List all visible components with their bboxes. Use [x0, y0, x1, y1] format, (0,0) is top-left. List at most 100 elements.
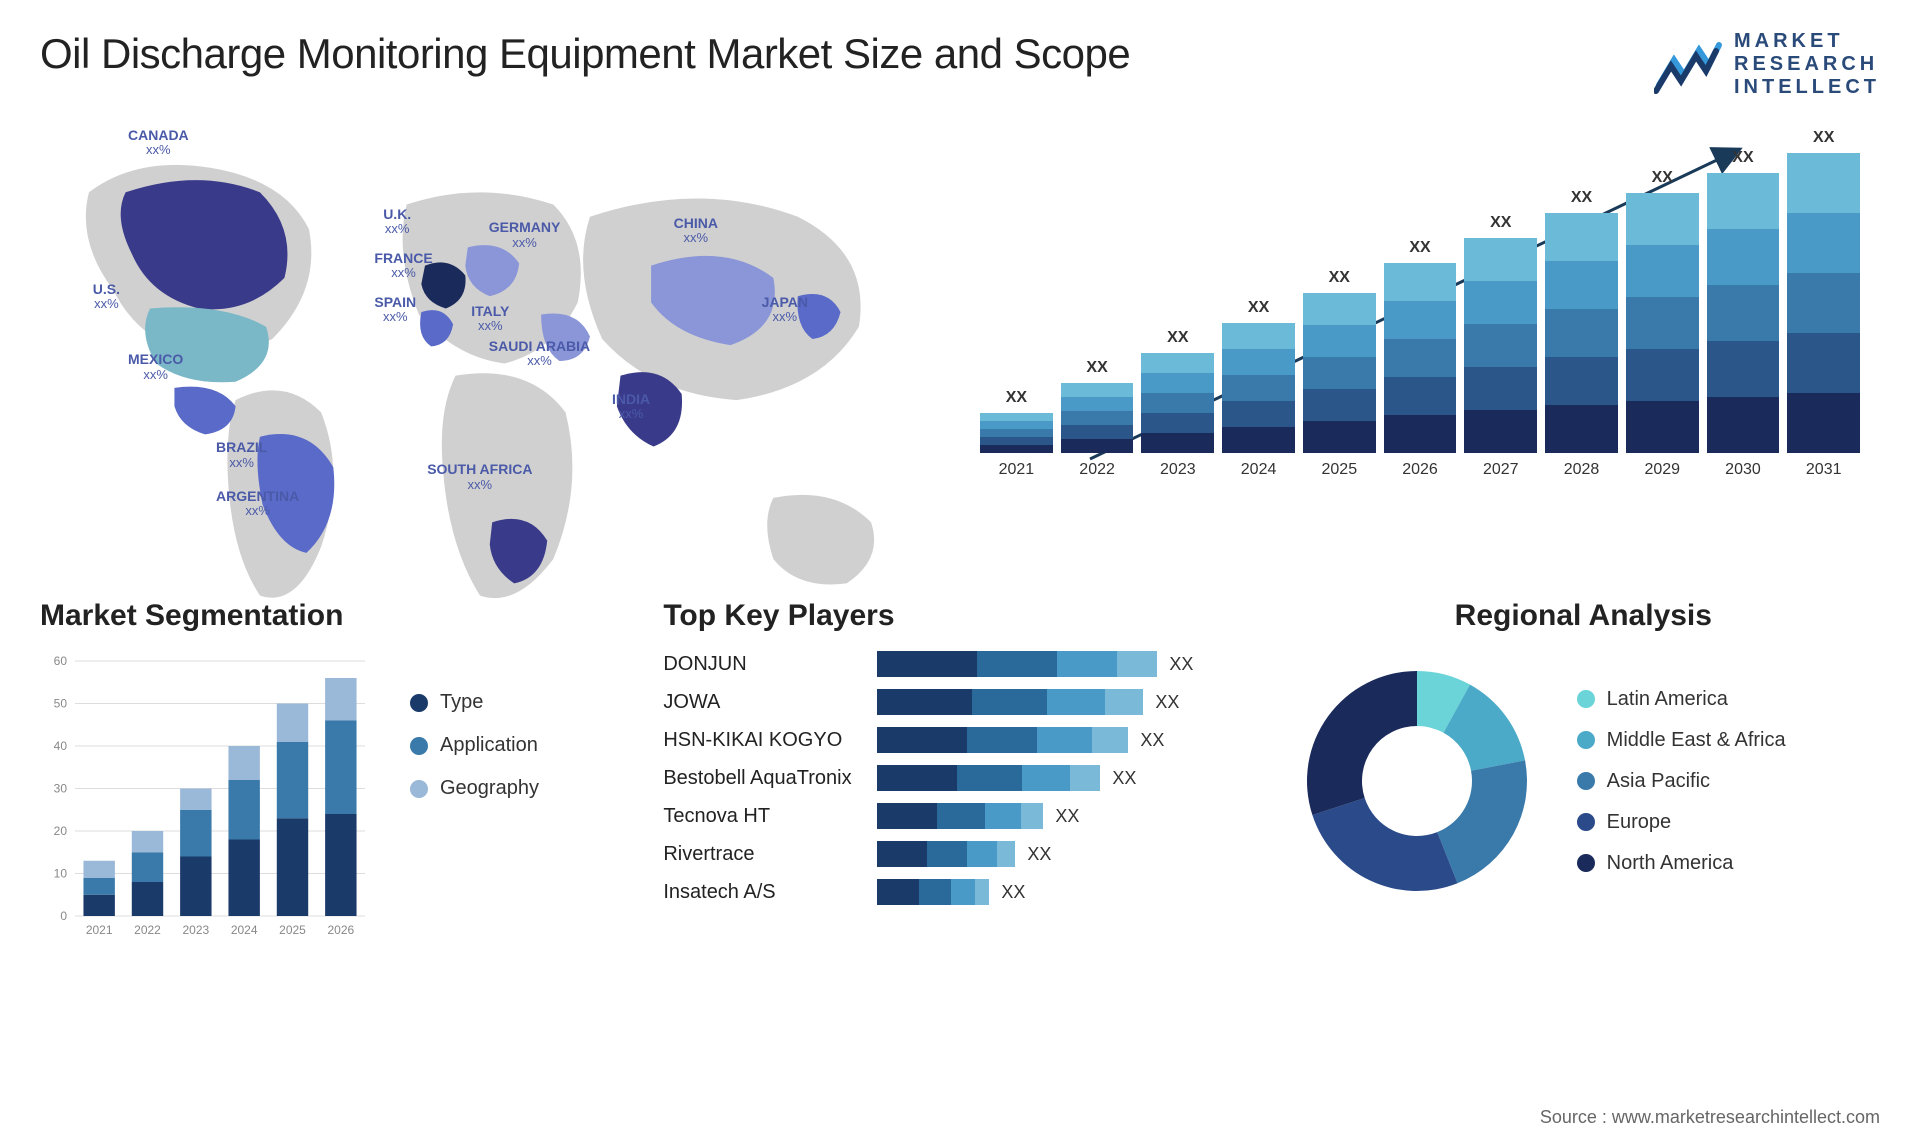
growth-bar-label: XX: [1490, 214, 1511, 232]
map-label: ARGENTINAxx%: [216, 489, 299, 519]
player-value: XX: [1140, 730, 1164, 751]
map-label: FRANCExx%: [374, 251, 432, 281]
legend-label: Type: [440, 691, 483, 714]
growth-year: 2025: [1322, 461, 1358, 479]
legend-item: North America: [1577, 852, 1786, 875]
growth-bar-column: XX 2031: [1787, 129, 1860, 479]
map-label: CANADAxx%: [128, 128, 189, 158]
logo-line1: MARKET: [1734, 30, 1880, 53]
svg-text:2025: 2025: [279, 923, 306, 937]
player-bar-wrap: XX: [877, 765, 1256, 791]
growth-bar: [1141, 353, 1214, 453]
legend-item: Application: [410, 734, 539, 757]
player-name: Insatech A/S: [663, 881, 863, 904]
world-map-panel: CANADAxx% U.S.xx% MEXICOxx% BRAZILxx% ARGENT…: [40, 119, 920, 559]
svg-text:2024: 2024: [231, 923, 258, 937]
regional-legend: Latin America Middle East & Africa Asia Pa…: [1577, 688, 1786, 875]
legend-dot-icon: [1577, 690, 1595, 708]
segmentation-chart: 0102030405060202120222023202420252026 Ty…: [40, 651, 633, 951]
map-label: U.S.xx%: [93, 282, 120, 312]
growth-bar-column: XX 2021: [980, 389, 1053, 479]
growth-year: 2023: [1160, 461, 1196, 479]
svg-text:10: 10: [54, 867, 68, 881]
svg-text:0: 0: [60, 909, 67, 923]
bottom-row: Market Segmentation 01020304050602021202…: [40, 599, 1880, 951]
logo-mark-icon: [1654, 35, 1724, 95]
map-label: U.K.xx%: [383, 207, 411, 237]
map-label: GERMANYxx%: [489, 220, 561, 250]
player-row: Bestobell AquaTronix XX: [663, 765, 1256, 791]
map-label: MEXICOxx%: [128, 352, 183, 382]
growth-bar-column: XX 2028: [1545, 189, 1618, 479]
growth-year: 2026: [1402, 461, 1438, 479]
legend-label: Middle East & Africa: [1607, 729, 1786, 752]
legend-item: Geography: [410, 777, 539, 800]
player-name: HSN-KIKAI KOGYO: [663, 729, 863, 752]
legend-label: Asia Pacific: [1607, 770, 1710, 793]
growth-bar-label: XX: [1813, 129, 1834, 147]
players-list: DONJUN XX JOWA XX HSN-KIKAI KOGYO XX Bes…: [663, 651, 1256, 905]
legend-label: Latin America: [1607, 688, 1728, 711]
map-label: BRAZILxx%: [216, 440, 267, 470]
growth-bar-column: XX 2024: [1222, 299, 1295, 479]
growth-bar-column: XX 2029: [1626, 169, 1699, 479]
legend-item: Latin America: [1577, 688, 1786, 711]
player-row: Tecnova HT XX: [663, 803, 1256, 829]
player-name: JOWA: [663, 691, 863, 714]
svg-text:2023: 2023: [182, 923, 209, 937]
growth-bar: [980, 413, 1053, 453]
growth-bar-column: XX 2030: [1707, 149, 1780, 479]
legend-dot-icon: [410, 737, 428, 755]
map-label: JAPANxx%: [762, 295, 808, 325]
growth-year: 2030: [1725, 461, 1761, 479]
growth-bar: [1303, 293, 1376, 453]
legend-dot-icon: [410, 694, 428, 712]
top-row: CANADAxx% U.S.xx% MEXICOxx% BRAZILxx% ARGENT…: [40, 119, 1880, 559]
player-bar: [877, 803, 1043, 829]
logo-line2: RESEARCH: [1734, 53, 1880, 76]
legend-dot-icon: [1577, 854, 1595, 872]
growth-bar-label: XX: [1006, 389, 1027, 407]
player-bar-wrap: XX: [877, 689, 1256, 715]
header: Oil Discharge Monitoring Equipment Marke…: [40, 30, 1880, 99]
player-name: Rivertrace: [663, 843, 863, 866]
regional-chart: Latin America Middle East & Africa Asia Pa…: [1287, 651, 1880, 911]
legend-item: Type: [410, 691, 539, 714]
player-bar-wrap: XX: [877, 651, 1256, 677]
growth-bar-label: XX: [1409, 239, 1430, 257]
growth-bar: [1545, 213, 1618, 453]
player-bar-wrap: XX: [877, 727, 1256, 753]
player-bar-wrap: XX: [877, 803, 1256, 829]
growth-year: 2021: [999, 461, 1035, 479]
svg-text:20: 20: [54, 824, 68, 838]
player-value: XX: [1027, 844, 1051, 865]
player-value: XX: [1055, 806, 1079, 827]
logo-text: MARKET RESEARCH INTELLECT: [1734, 30, 1880, 99]
player-row: HSN-KIKAI KOGYO XX: [663, 727, 1256, 753]
player-row: Insatech A/S XX: [663, 879, 1256, 905]
player-bar: [877, 879, 989, 905]
growth-bar-label: XX: [1248, 299, 1269, 317]
segmentation-legend: Type Application Geography: [410, 651, 539, 951]
legend-item: Middle East & Africa: [1577, 729, 1786, 752]
growth-bar-label: XX: [1167, 329, 1188, 347]
growth-year: 2024: [1241, 461, 1277, 479]
player-name: Bestobell AquaTronix: [663, 767, 863, 790]
growth-bar: [1222, 323, 1295, 453]
svg-text:30: 30: [54, 782, 68, 796]
map-label: SAUDI ARABIAxx%: [489, 339, 590, 369]
legend-dot-icon: [1577, 813, 1595, 831]
legend-dot-icon: [410, 780, 428, 798]
growth-bar-column: XX 2027: [1464, 214, 1537, 479]
growth-bar-column: XX 2022: [1061, 359, 1134, 479]
player-bar-wrap: XX: [877, 841, 1256, 867]
player-value: XX: [1155, 692, 1179, 713]
svg-text:2026: 2026: [327, 923, 354, 937]
legend-label: Europe: [1607, 811, 1672, 834]
player-bar: [877, 765, 1100, 791]
map-label: SOUTH AFRICAxx%: [427, 462, 532, 492]
growth-bar-label: XX: [1571, 189, 1592, 207]
player-name: Tecnova HT: [663, 805, 863, 828]
growth-chart-panel: XX 2021XX 2022XX 2023XX 2024XX 2025XX 20…: [960, 119, 1880, 559]
donut-chart: [1287, 651, 1547, 911]
